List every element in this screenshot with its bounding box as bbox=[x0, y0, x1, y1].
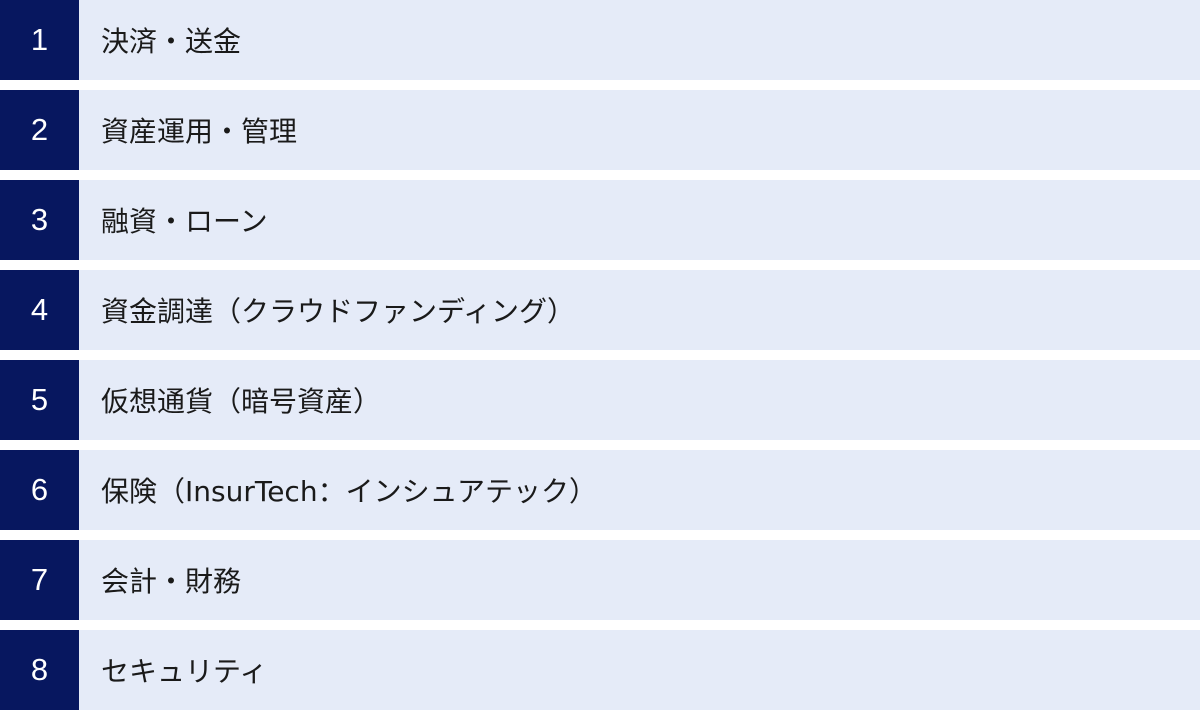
list-item: 8 セキュリティ bbox=[0, 630, 1200, 710]
item-label: 仮想通貨（暗号資産） bbox=[101, 385, 382, 418]
item-label: 保険（InsurTech：インシュアテック） bbox=[101, 475, 598, 508]
list-item: 6 保険（InsurTech：インシュアテック） bbox=[0, 450, 1200, 530]
item-label: 決済・送金 bbox=[101, 25, 242, 58]
item-number: 3 bbox=[0, 180, 79, 260]
list-item: 7 会計・財務 bbox=[0, 540, 1200, 620]
item-label: セキュリティ bbox=[101, 655, 268, 688]
item-number: 6 bbox=[0, 450, 79, 530]
list-item: 5 仮想通貨（暗号資産） bbox=[0, 360, 1200, 440]
item-number: 7 bbox=[0, 540, 79, 620]
list-item: 2 資産運用・管理 bbox=[0, 90, 1200, 170]
list-item: 1 決済・送金 bbox=[0, 0, 1200, 80]
item-number: 5 bbox=[0, 360, 79, 440]
item-number: 4 bbox=[0, 270, 79, 350]
item-label: 融資・ローン bbox=[101, 205, 268, 238]
item-label: 資金調達（クラウドファンディング） bbox=[101, 295, 576, 328]
item-number: 2 bbox=[0, 90, 79, 170]
list-item: 4 資金調達（クラウドファンディング） bbox=[0, 270, 1200, 350]
item-label: 資産運用・管理 bbox=[101, 115, 298, 148]
item-number: 1 bbox=[0, 0, 79, 80]
list-item: 3 融資・ローン bbox=[0, 180, 1200, 260]
item-label: 会計・財務 bbox=[101, 565, 242, 598]
item-number: 8 bbox=[0, 630, 79, 710]
